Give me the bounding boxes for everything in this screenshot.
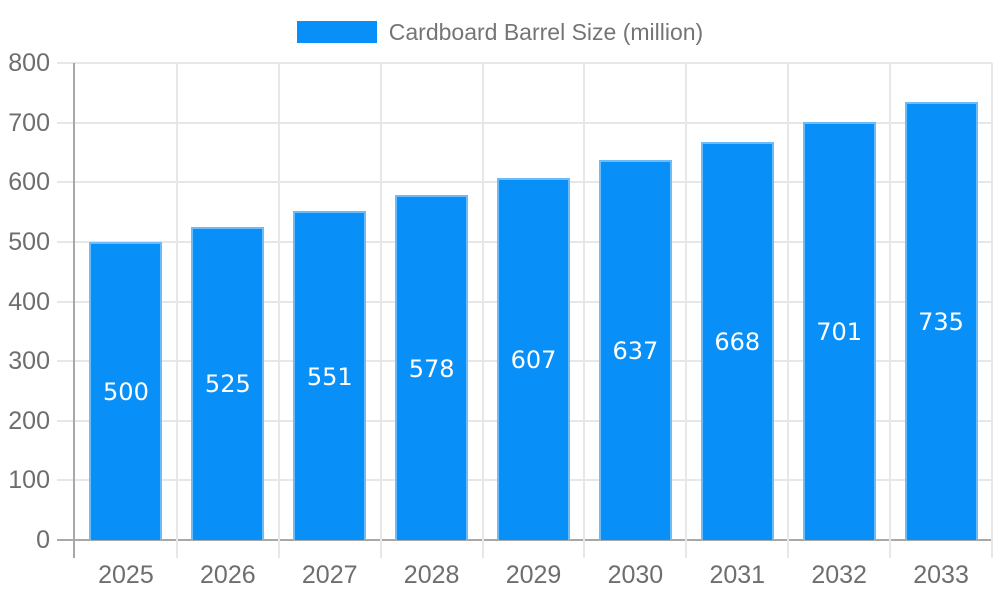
x-axis-tick <box>277 540 280 558</box>
vertical-gridline <box>175 63 178 540</box>
bar-value-label: 578 <box>408 354 455 383</box>
bar-2032[interactable]: 701 <box>802 122 876 540</box>
vertical-gridline <box>379 63 382 540</box>
vertical-gridline <box>277 63 280 540</box>
y-tick-label: 0 <box>36 526 50 554</box>
bar-2033[interactable]: 735 <box>904 101 978 540</box>
legend-swatch-icon <box>296 21 377 43</box>
legend-label: Cardboard Barrel Size (million) <box>388 19 704 45</box>
y-tick-label: 700 <box>8 108 50 137</box>
legend[interactable]: Cardboard Barrel Size (million) <box>0 18 1000 46</box>
x-tick-label-2031: 2031 <box>709 561 766 589</box>
x-axis-tick <box>379 540 382 558</box>
x-axis-line <box>57 539 992 541</box>
bar-value-label: 551 <box>306 362 353 391</box>
x-tick-label-2033: 2033 <box>913 561 969 589</box>
x-tick-label-2027: 2027 <box>301 561 358 589</box>
x-tick-label-2025: 2025 <box>98 561 154 589</box>
horizontal-gridline <box>57 62 992 64</box>
vertical-gridline <box>481 63 484 540</box>
bar-2026[interactable]: 525 <box>191 226 265 540</box>
x-axis-tick <box>583 540 586 558</box>
bar-2029[interactable]: 607 <box>497 178 570 540</box>
bar-2028[interactable]: 578 <box>395 195 469 540</box>
y-tick-label: 100 <box>8 466 50 495</box>
y-axis-line <box>73 63 75 558</box>
vertical-gridline <box>685 63 688 540</box>
bar-2025[interactable]: 500 <box>89 241 163 540</box>
x-tick-label-2030: 2030 <box>607 561 664 589</box>
bar-value-label: 637 <box>612 337 659 366</box>
y-tick-label: 500 <box>8 227 50 256</box>
bar-value-label: 735 <box>918 307 964 336</box>
bar-value-label: 525 <box>204 370 251 399</box>
y-tick-label: 300 <box>8 347 50 376</box>
bar-value-label: 607 <box>510 346 557 375</box>
y-tick-label: 600 <box>8 168 50 197</box>
vertical-gridline <box>583 63 586 540</box>
bar-2030[interactable]: 637 <box>598 160 672 540</box>
x-axis-tick <box>481 540 484 558</box>
bar-2031[interactable]: 668 <box>700 141 774 540</box>
bar-value-label: 500 <box>103 377 149 406</box>
vertical-gridline <box>787 63 790 540</box>
x-axis-tick <box>991 540 993 558</box>
bar-2027[interactable]: 551 <box>293 211 367 540</box>
horizontal-gridline <box>57 121 992 124</box>
x-tick-label-2032: 2032 <box>811 561 867 589</box>
y-tick-label: 800 <box>8 49 50 77</box>
x-axis-tick <box>685 540 688 558</box>
x-axis-tick <box>889 540 892 558</box>
vertical-gridline <box>889 63 892 540</box>
x-axis-tick <box>787 540 790 558</box>
y-tick-label: 400 <box>8 287 50 316</box>
bar-value-label: 668 <box>714 327 761 356</box>
x-tick-label-2028: 2028 <box>403 561 460 589</box>
x-axis-tick <box>175 540 178 558</box>
vertical-gridline <box>991 63 993 540</box>
x-tick-label-2026: 2026 <box>200 561 256 589</box>
y-tick-label: 200 <box>8 406 50 435</box>
bar-value-label: 701 <box>816 318 863 346</box>
x-tick-label-2029: 2029 <box>505 561 562 589</box>
